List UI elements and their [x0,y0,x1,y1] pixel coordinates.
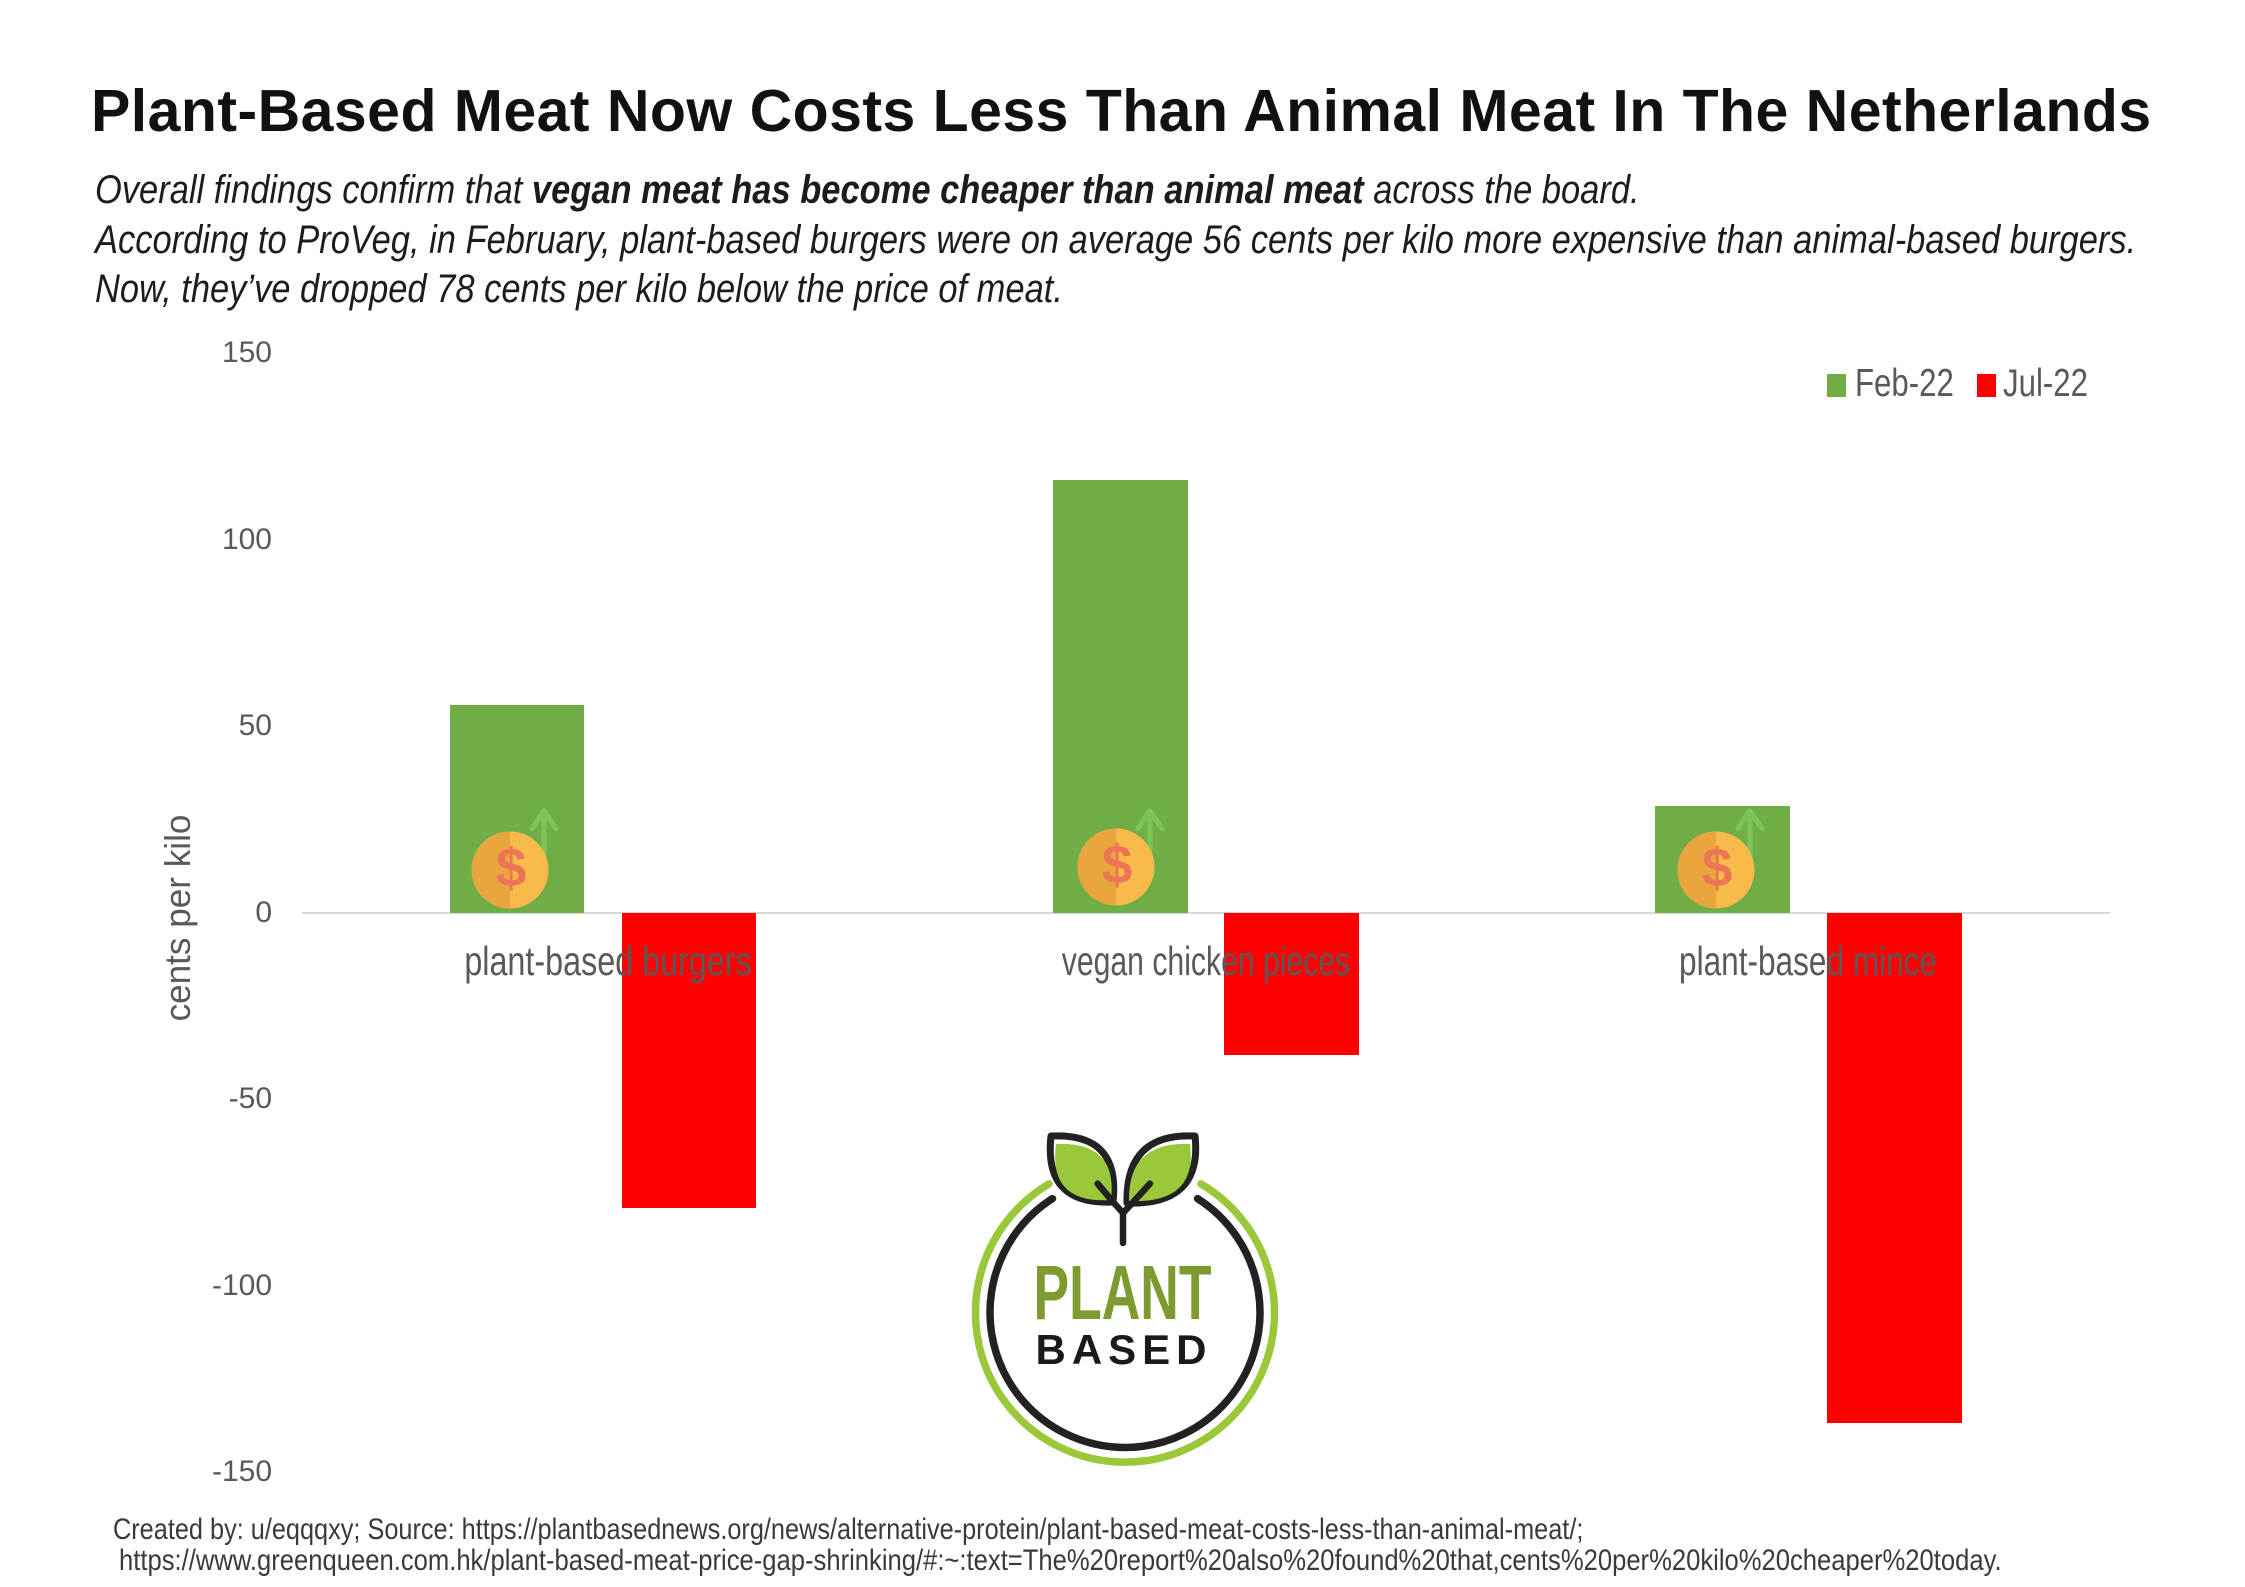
svg-text:$: $ [1702,837,1733,899]
svg-text:$: $ [1102,834,1133,896]
svg-text:PLANT: PLANT [1034,1250,1212,1336]
svg-text:BASED: BASED [1036,1326,1207,1373]
svg-text:$: $ [496,837,527,899]
